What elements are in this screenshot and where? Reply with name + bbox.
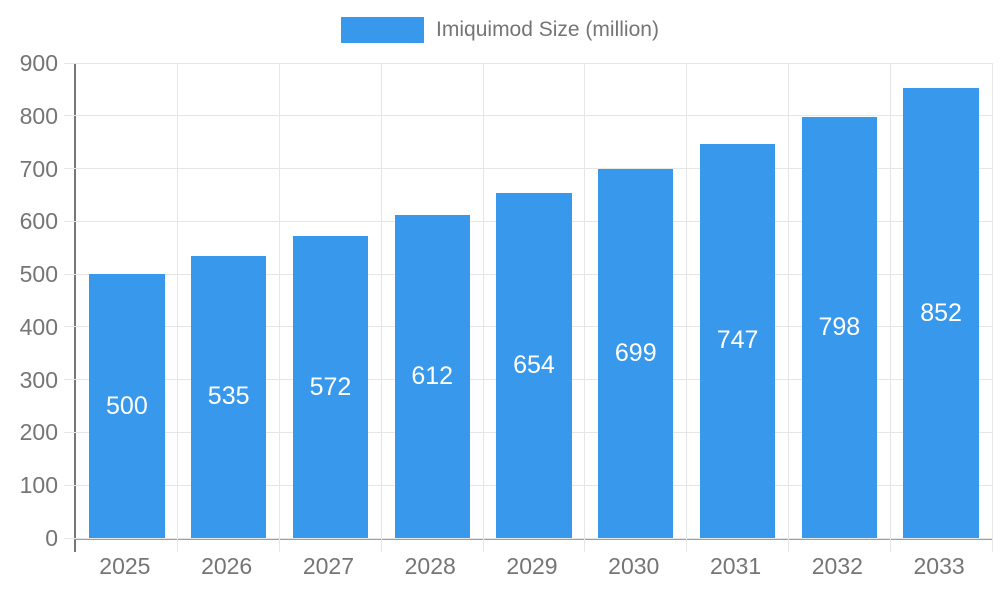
y-gridline (64, 62, 992, 64)
x-tick-label: 2032 (811, 553, 863, 579)
y-tick-label: 700 (19, 155, 58, 182)
y-gridline (64, 168, 992, 170)
legend-swatch (341, 17, 425, 43)
y-tick-label: 600 (19, 208, 58, 235)
x-gridline (380, 63, 382, 552)
x-tick-label: 2025 (99, 553, 151, 579)
bar-value-label: 654 (513, 350, 555, 379)
y-axis-line (74, 540, 76, 552)
y-tick-label: 200 (19, 419, 58, 446)
x-tick-label: 2028 (404, 553, 456, 579)
plot-area: 500 535 572 612 654 699 747 798 852 (64, 62, 993, 552)
x-tick-label: 2031 (709, 553, 762, 579)
x-gridline (177, 63, 179, 552)
y-tick-label: 500 (19, 261, 58, 288)
bar-value-label: 798 (818, 312, 861, 341)
chart-legend: Imiquimod Size (million) (0, 14, 1000, 46)
x-tick-label: 2029 (506, 553, 558, 579)
bar[interactable]: 798 (801, 116, 877, 538)
x-gridline (686, 63, 688, 552)
y-tick-label: 800 (19, 102, 58, 129)
bar[interactable]: 654 (496, 192, 572, 538)
bar-value-label: 699 (614, 339, 657, 368)
x-gridline (991, 63, 993, 552)
x-tick-label: 2026 (201, 553, 253, 579)
x-gridline (279, 63, 281, 552)
bar-value-label: 612 (411, 362, 454, 390)
x-gridline (889, 63, 891, 552)
y-gridline (64, 537, 992, 539)
bar-value-label: 747 (716, 326, 759, 355)
bar-value-label: 500 (106, 391, 148, 420)
bar-value-label: 535 (207, 382, 250, 411)
legend-label: Imiquimod Size (million) (436, 18, 659, 41)
bar[interactable]: 747 (699, 143, 776, 538)
bar[interactable]: 612 (394, 215, 470, 538)
bar[interactable]: 500 (89, 274, 165, 538)
x-gridline (584, 63, 586, 552)
x-tick-label: 2030 (608, 553, 660, 579)
y-tick-label: 900 (19, 50, 58, 76)
y-tick-label: 100 (19, 472, 58, 499)
x-tick-label: 2027 (302, 553, 355, 579)
bar[interactable]: 852 (903, 88, 979, 538)
y-tick-label: 400 (19, 313, 58, 340)
bar[interactable]: 535 (191, 255, 267, 538)
y-tick-label: 0 (45, 525, 58, 551)
x-gridline (482, 63, 484, 552)
bar-value-label: 852 (920, 298, 962, 327)
y-gridline (64, 115, 992, 117)
x-tick-label: 2033 (913, 553, 965, 579)
y-tick-label: 300 (19, 366, 58, 393)
bar[interactable]: 699 (598, 169, 674, 538)
x-gridline (787, 63, 789, 552)
bar[interactable]: 572 (292, 236, 369, 538)
bar-value-label: 572 (309, 372, 352, 401)
